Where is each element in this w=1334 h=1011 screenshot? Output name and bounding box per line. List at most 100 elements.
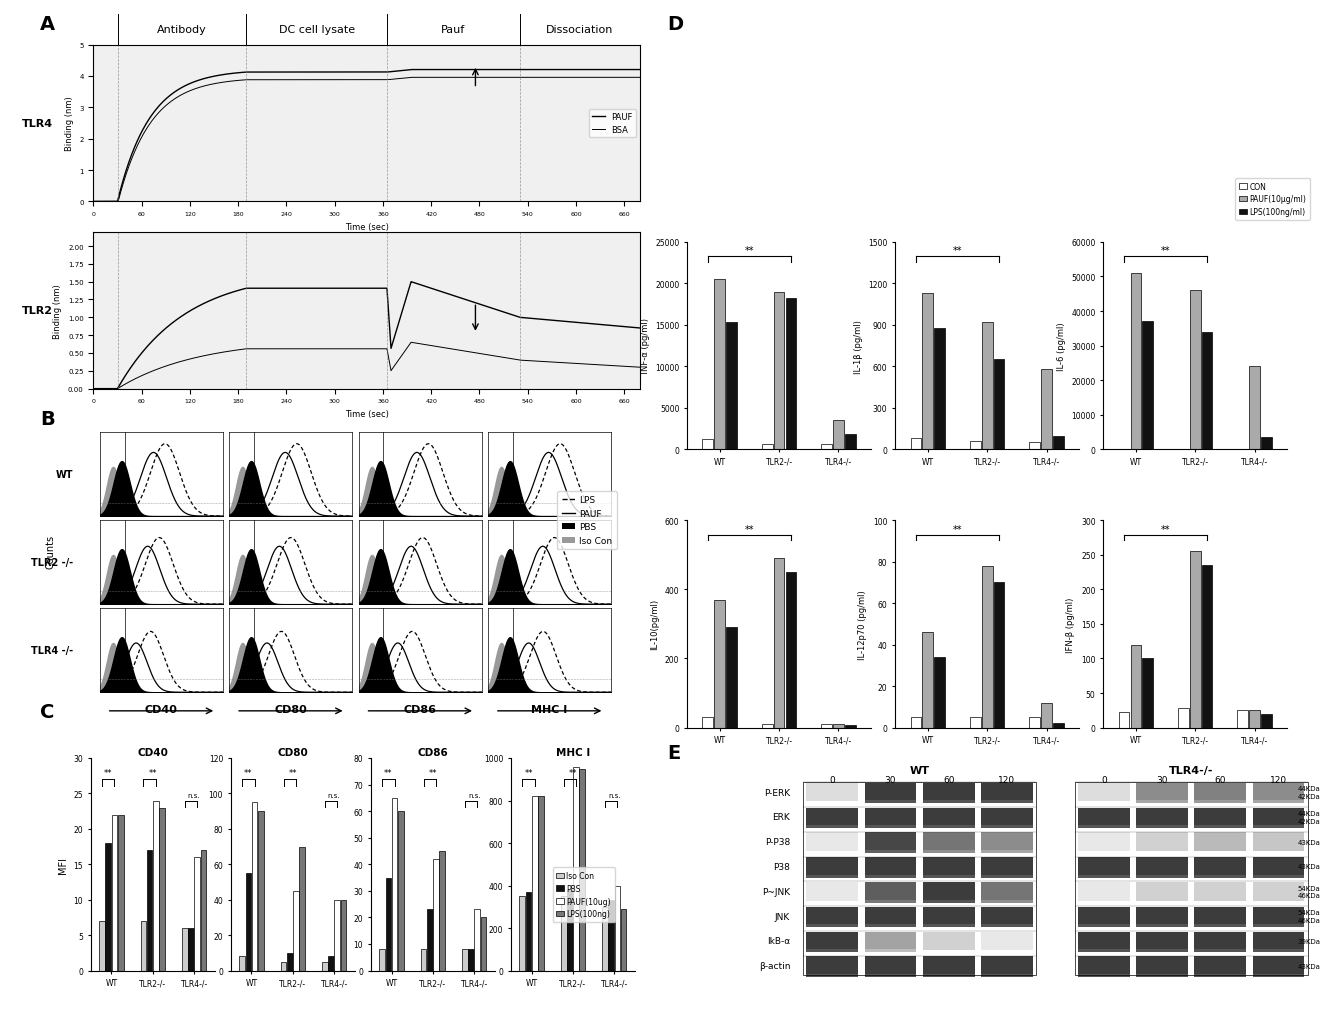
Bar bbox=[1253, 833, 1305, 851]
Text: E: E bbox=[667, 743, 680, 762]
Text: TLR4-/-: TLR4-/- bbox=[1169, 765, 1214, 775]
Bar bbox=[980, 825, 1033, 828]
Bar bbox=[864, 924, 916, 927]
Text: **: ** bbox=[568, 768, 578, 777]
Bar bbox=[1130, 274, 1141, 450]
Bar bbox=[1053, 436, 1063, 450]
Bar bbox=[806, 857, 858, 876]
Bar bbox=[1194, 833, 1246, 851]
Y-axis label: Binding (nm): Binding (nm) bbox=[64, 96, 73, 152]
Bar bbox=[1253, 857, 1305, 876]
Bar bbox=[806, 949, 858, 952]
Bar bbox=[574, 766, 579, 971]
Bar bbox=[462, 949, 468, 971]
Bar bbox=[538, 797, 544, 971]
Bar bbox=[1078, 857, 1130, 876]
Bar bbox=[1078, 974, 1130, 977]
Bar bbox=[615, 886, 620, 971]
Bar bbox=[608, 901, 614, 971]
Text: TLR2: TLR2 bbox=[23, 306, 53, 315]
Text: **: ** bbox=[1161, 247, 1170, 256]
Bar bbox=[980, 857, 1033, 876]
Bar bbox=[439, 851, 446, 971]
Bar bbox=[1253, 924, 1305, 927]
Text: Antibody: Antibody bbox=[157, 25, 207, 35]
Text: 43KDa: 43KDa bbox=[1298, 962, 1321, 969]
Bar bbox=[188, 928, 193, 971]
Bar bbox=[1030, 718, 1041, 728]
Text: 42KDa: 42KDa bbox=[1298, 793, 1321, 799]
Bar bbox=[1253, 956, 1305, 975]
Bar bbox=[864, 783, 916, 802]
Bar bbox=[864, 932, 916, 950]
Bar bbox=[726, 628, 736, 728]
Bar bbox=[1078, 949, 1130, 952]
Text: **: ** bbox=[384, 768, 392, 777]
Bar bbox=[786, 299, 796, 450]
Bar bbox=[834, 725, 844, 728]
Bar bbox=[1194, 907, 1246, 925]
Bar bbox=[923, 875, 975, 878]
Text: **: ** bbox=[524, 768, 532, 777]
Bar bbox=[980, 801, 1033, 804]
Legend: LPS, PAUF, PBS, Iso Con: LPS, PAUF, PBS, Iso Con bbox=[558, 491, 616, 550]
Bar bbox=[864, 956, 916, 975]
Text: **: ** bbox=[148, 768, 157, 777]
Bar bbox=[923, 808, 975, 826]
Bar bbox=[1030, 443, 1041, 450]
Text: CD40: CD40 bbox=[145, 705, 177, 715]
Bar bbox=[980, 850, 1033, 853]
Bar bbox=[923, 907, 975, 925]
Bar bbox=[923, 956, 975, 975]
Bar bbox=[864, 907, 916, 925]
Bar bbox=[1261, 714, 1271, 728]
Bar bbox=[1042, 703, 1053, 728]
Bar bbox=[579, 768, 586, 971]
Text: **: ** bbox=[744, 247, 754, 256]
Bar bbox=[980, 974, 1033, 977]
Bar bbox=[257, 811, 264, 971]
Bar bbox=[379, 949, 386, 971]
Bar bbox=[340, 900, 347, 971]
Bar bbox=[1078, 783, 1130, 802]
Bar bbox=[1075, 782, 1307, 975]
Text: 54KDa: 54KDa bbox=[1298, 910, 1321, 915]
Bar bbox=[822, 725, 832, 728]
Text: ERK: ERK bbox=[772, 813, 790, 822]
Bar bbox=[864, 808, 916, 826]
Bar bbox=[806, 825, 858, 828]
Y-axis label: IFN-β (pg/ml): IFN-β (pg/ml) bbox=[1066, 596, 1075, 652]
Text: DC cell lysate: DC cell lysate bbox=[279, 25, 355, 35]
Bar bbox=[806, 956, 858, 975]
Bar bbox=[468, 949, 474, 971]
Bar bbox=[386, 878, 391, 971]
Text: P~JNK: P~JNK bbox=[762, 887, 790, 896]
Bar bbox=[923, 833, 975, 851]
Text: D: D bbox=[667, 15, 683, 34]
Text: **: ** bbox=[744, 525, 754, 534]
Bar bbox=[864, 875, 916, 878]
Bar bbox=[245, 874, 251, 971]
Bar bbox=[280, 961, 287, 971]
Bar bbox=[1053, 724, 1063, 728]
Legend: CON, PAUF(10μg/ml), LPS(100ng/ml): CON, PAUF(10μg/ml), LPS(100ng/ml) bbox=[1235, 179, 1310, 220]
Bar bbox=[1261, 438, 1271, 450]
Text: 44KDa: 44KDa bbox=[1298, 811, 1321, 816]
Bar bbox=[1253, 783, 1305, 802]
Bar bbox=[980, 882, 1033, 901]
Text: B: B bbox=[40, 409, 55, 429]
Bar bbox=[1194, 924, 1246, 927]
Bar bbox=[200, 850, 207, 971]
Bar bbox=[864, 850, 916, 853]
Bar bbox=[1253, 808, 1305, 826]
Bar bbox=[1078, 924, 1130, 927]
Bar bbox=[911, 718, 922, 728]
Bar bbox=[922, 633, 932, 728]
Bar bbox=[519, 896, 526, 971]
Text: 43KDa: 43KDa bbox=[1298, 863, 1321, 869]
Bar bbox=[1250, 711, 1261, 728]
Bar bbox=[923, 857, 975, 876]
Bar bbox=[803, 782, 1037, 975]
Bar bbox=[822, 445, 832, 450]
Bar bbox=[923, 882, 975, 901]
